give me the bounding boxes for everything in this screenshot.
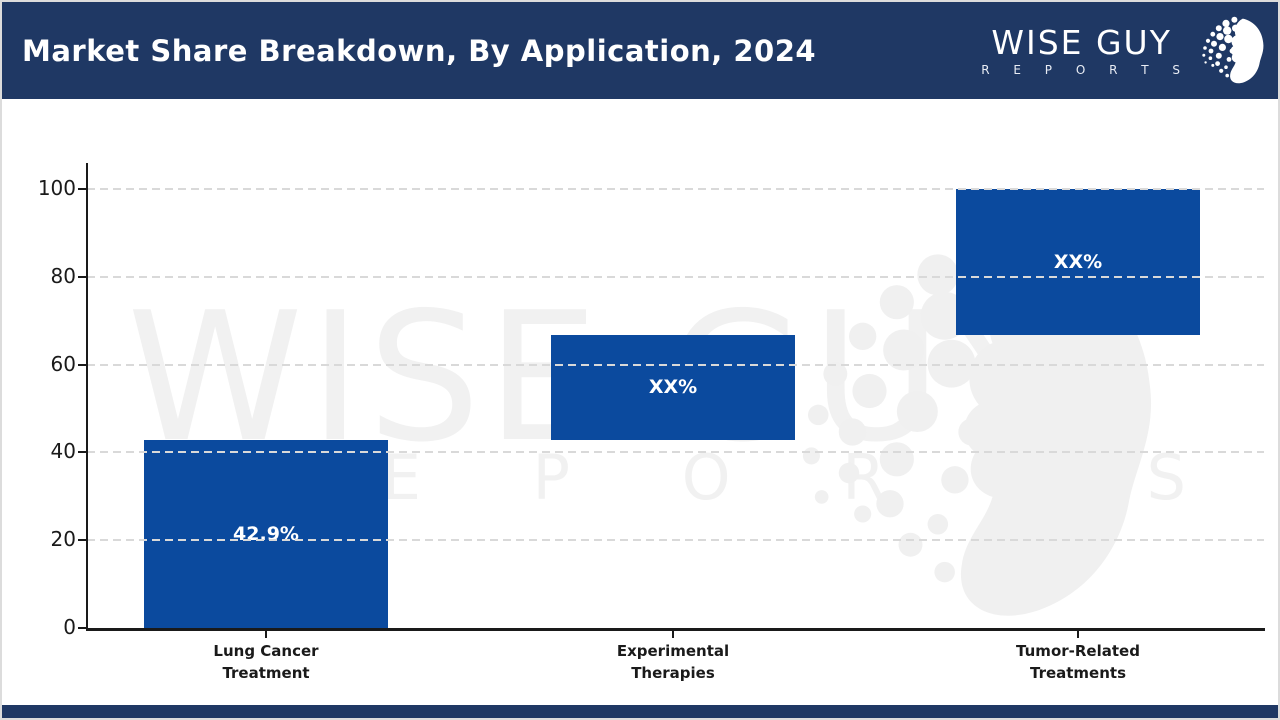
y-tick-mark <box>78 275 87 278</box>
bar-value-label: XX% <box>1053 251 1103 274</box>
x-category-line: Therapies <box>631 664 715 682</box>
x-tick-mark <box>672 631 674 638</box>
y-tick-mark <box>78 451 87 454</box>
bar-segment: XX% <box>551 335 795 440</box>
logo-face-icon <box>1196 11 1268 91</box>
wise-guy-logo: WISE GUY R E P O R T S <box>973 11 1268 91</box>
bar-segment: XX% <box>956 189 1200 336</box>
y-axis-line <box>86 163 88 630</box>
y-tick-label: 60 <box>50 351 76 376</box>
x-category-label: Tumor-Related Treatments <box>948 640 1208 684</box>
x-category-label: Experimental Therapies <box>543 640 803 684</box>
x-category-line: Treatments <box>1029 664 1127 682</box>
y-tick-label: 40 <box>50 439 76 464</box>
bar-segment: 42.9% <box>144 439 388 628</box>
logo-wordmark: WISE GUY <box>991 22 1172 62</box>
gridline <box>87 363 1264 366</box>
footer-bar <box>2 705 1278 718</box>
logo-subtitle: R E P O R T S <box>981 62 1190 77</box>
x-tick-mark <box>265 631 267 638</box>
bar-value-label: 42.9% <box>233 522 299 545</box>
x-category-line: Tumor-Related <box>1016 642 1140 660</box>
x-tick-mark <box>1077 631 1079 638</box>
gridline <box>87 451 1264 454</box>
gridline <box>87 539 1264 542</box>
y-tick-label: 20 <box>50 527 76 552</box>
page-title: Market Share Breakdown, By Application, … <box>22 33 817 68</box>
y-tick-label: 100 <box>37 176 76 200</box>
y-tick-mark <box>78 363 87 366</box>
x-category-line: Lung Cancer <box>213 642 319 660</box>
x-category-label: Lung Cancer Treatment <box>136 640 396 684</box>
x-category-line: Treatment <box>222 664 310 682</box>
gridline <box>87 275 1264 278</box>
gridline <box>87 188 1264 190</box>
x-category-line: Experimental <box>616 642 730 660</box>
y-tick-mark <box>78 627 87 629</box>
y-tick-mark <box>78 188 87 190</box>
y-tick-label: 0 <box>63 615 76 639</box>
x-axis-line <box>86 628 1265 631</box>
plot-area: WISE GUY R E P O R T S 42.9% XX% XX% 0 20 40 6… <box>2 99 1278 709</box>
header: Market Share Breakdown, By Application, … <box>2 2 1278 99</box>
y-tick-label: 80 <box>50 263 76 288</box>
bar-value-label: XX% <box>648 376 698 399</box>
y-tick-mark <box>78 539 87 542</box>
